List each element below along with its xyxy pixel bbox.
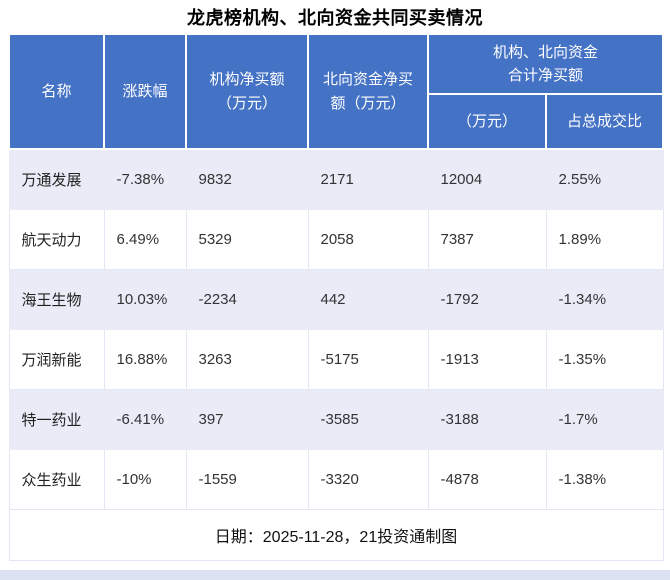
cell-inst-net: 9832	[185, 148, 309, 210]
footer-row: 日期：2025-11-28，21投资通制图	[8, 509, 664, 561]
cell-north-net: 442	[307, 269, 429, 330]
col-header-total-wan: （万元）	[427, 93, 547, 150]
table-row: 万润新能 16.88% 3263 -5175 -1913 -1.35%	[8, 329, 664, 390]
col-header-total-pct: 占总成交比	[544, 93, 665, 150]
cell-total-pct: -1.38%	[545, 449, 664, 510]
cell-change: -10%	[103, 449, 187, 510]
page-title: 龙虎榜机构、北向资金共同买卖情况	[187, 8, 483, 28]
table-footer: 日期：2025-11-28，21投资通制图	[8, 509, 664, 561]
cell-name: 海王生物	[8, 269, 105, 330]
cell-total-wan: 12004	[427, 148, 547, 210]
cell-north-net: -3585	[307, 389, 429, 450]
cell-total-pct: -1.7%	[545, 389, 664, 450]
col-header-group-total: 机构、北向资金 合计净买额	[426, 33, 665, 95]
col-header-change: 涨跌幅	[103, 33, 187, 150]
cell-total-pct: -1.35%	[545, 329, 664, 390]
cell-total-wan: -1792	[427, 269, 547, 330]
cell-total-pct: 2.55%	[545, 148, 664, 210]
cell-name: 万通发展	[8, 148, 105, 210]
cell-name: 航天动力	[8, 209, 105, 270]
table-row: 特一药业 -6.41% 397 -3585 -3188 -1.7%	[8, 389, 664, 450]
cell-change: 16.88%	[103, 329, 187, 390]
table-body: 万通发展 -7.38% 9832 2171 12004 2.55% 航天动力 6…	[8, 148, 664, 510]
cell-change: -6.41%	[103, 389, 187, 450]
cell-total-wan: -1913	[427, 329, 547, 390]
cell-inst-net: 397	[185, 389, 309, 450]
cell-total-wan: 7387	[427, 209, 547, 270]
col-header-name: 名称	[8, 33, 105, 150]
cell-change: 10.03%	[103, 269, 187, 330]
table-header: 名称 涨跌幅 机构净买额 （万元） 北向资金净买 额（万元） 机构、北向资金 合…	[8, 33, 665, 150]
col-header-inst-net: 机构净买额 （万元）	[185, 33, 309, 150]
table-row: 航天动力 6.49% 5329 2058 7387 1.89%	[8, 209, 664, 270]
cell-north-net: -3320	[307, 449, 429, 510]
table-row: 万通发展 -7.38% 9832 2171 12004 2.55%	[8, 148, 664, 210]
col-header-north-net: 北向资金净买 额（万元）	[307, 33, 429, 150]
cell-north-net: 2171	[307, 148, 429, 210]
table-row: 海王生物 10.03% -2234 442 -1792 -1.34%	[8, 269, 664, 330]
cell-inst-net: -1559	[185, 449, 309, 510]
cell-total-pct: 1.89%	[545, 209, 664, 270]
bottom-band	[0, 570, 670, 580]
cell-inst-net: 5329	[185, 209, 309, 270]
footer-note: 日期：2025-11-28，21投资通制图	[8, 509, 664, 561]
cell-north-net: 2058	[307, 209, 429, 270]
table-row: 众生药业 -10% -1559 -3320 -4878 -1.38%	[8, 449, 664, 510]
cell-total-wan: -3188	[427, 389, 547, 450]
cell-total-wan: -4878	[427, 449, 547, 510]
stock-flows-table: 名称 涨跌幅 机构净买额 （万元） 北向资金净买 额（万元） 机构、北向资金 合…	[8, 33, 665, 561]
cell-change: 6.49%	[103, 209, 187, 270]
cell-name: 众生药业	[8, 449, 105, 510]
cell-inst-net: -2234	[185, 269, 309, 330]
cell-north-net: -5175	[307, 329, 429, 390]
cell-change: -7.38%	[103, 148, 187, 210]
cell-inst-net: 3263	[185, 329, 309, 390]
cell-name: 特一药业	[8, 389, 105, 450]
cell-total-pct: -1.34%	[545, 269, 664, 330]
cell-name: 万润新能	[8, 329, 105, 390]
